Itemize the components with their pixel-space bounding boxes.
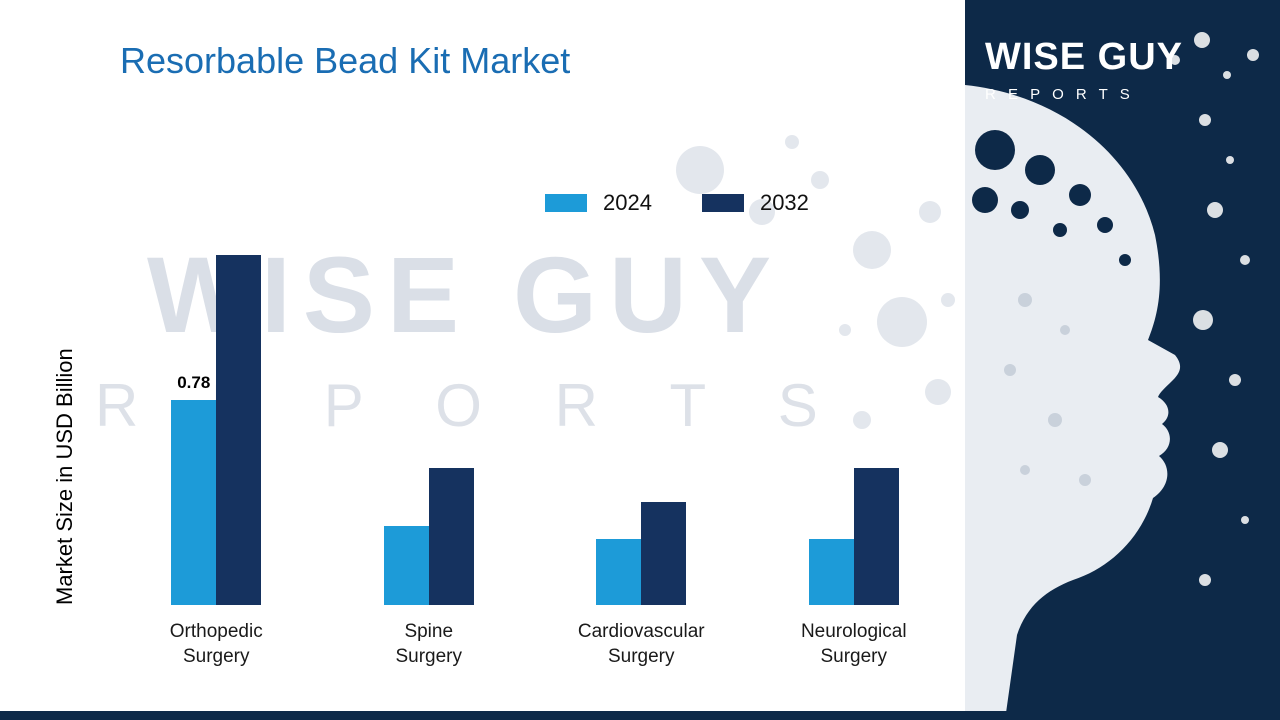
y-axis-label: Market Size in USD Billion (52, 348, 77, 605)
bar-group-cardiovascular: Cardiovascular Surgery (535, 237, 748, 667)
bar-pair (383, 468, 474, 605)
brand-logo: WISE GUY R E P O R T S (985, 36, 1183, 103)
footer-bar (0, 711, 1280, 720)
bar-2024-spine (383, 526, 429, 605)
category-label-orthopedic: Orthopedic Surgery (169, 621, 263, 668)
brand-panel: WISE GUY R E P O R T S (965, 0, 1280, 720)
bar-value-label: 0.78 (177, 373, 211, 392)
bar-2032-spine (428, 468, 474, 605)
bar-2032-neurological (853, 468, 899, 605)
bar-pair: 0.78 (171, 255, 262, 605)
bar-pair (596, 502, 687, 605)
legend-swatch-2032 (701, 194, 744, 212)
category-label-spine: Spine Surgery (395, 621, 463, 668)
bar-2032-cardiovascular (641, 502, 687, 605)
bar-group-orthopedic: 0.78 Orthopedic Surgery (110, 237, 323, 667)
legend: 2024 2032 (545, 190, 809, 216)
brand-name: WISE GUY (985, 36, 1184, 78)
bar-2032-orthopedic (216, 255, 262, 605)
bar-chart: 0.78 Orthopedic Surgery Spine Surgery (110, 237, 961, 667)
legend-swatch-2024 (545, 194, 587, 212)
page-title: Resorbable Bead Kit Market (120, 40, 571, 81)
legend-item-2032: 2032 (701, 190, 809, 216)
bar-2024-neurological (808, 539, 854, 605)
legend-label-2032: 2032 (759, 190, 809, 215)
legend-item-2024: 2024 (545, 190, 652, 216)
face-graphic (965, 32, 1259, 720)
bar-pair (808, 468, 899, 605)
brand-subtitle: R E P O R T S (985, 86, 1134, 103)
legend-label-2024: 2024 (603, 190, 652, 215)
bar-2024-orthopedic: 0.78 (171, 373, 217, 605)
bar-group-spine: Spine Surgery (323, 237, 536, 667)
category-label-neurological: Neurological Surgery (800, 621, 907, 668)
bar-group-neurological: Neurological Surgery (748, 237, 961, 667)
category-label-cardiovascular: Cardiovascular Surgery (577, 621, 705, 668)
bar-2024-cardiovascular (596, 539, 642, 605)
